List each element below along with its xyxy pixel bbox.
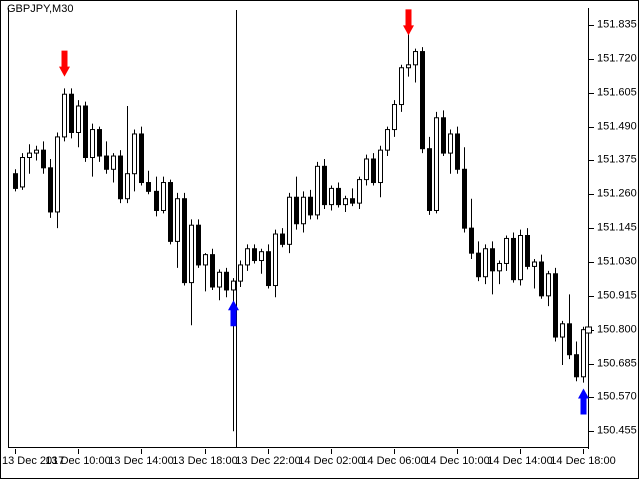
price-tick-mark	[589, 228, 594, 229]
price-tick-label: 151.030	[597, 255, 637, 268]
price-tick-label: 150.800	[597, 323, 637, 336]
time-tick-label: 14 Dec 14:00	[487, 455, 553, 467]
price-tick-mark	[589, 93, 594, 94]
time-tick-mark	[15, 449, 16, 454]
current-price-marker[interactable]	[585, 326, 592, 334]
price-tick-label: 150.685	[597, 357, 637, 370]
time-tick-label: 13 Dec 18:00	[172, 455, 238, 467]
time-tick-label: 13 Dec 10:00	[45, 455, 111, 467]
plot-frame	[8, 8, 588, 448]
time-tick-mark	[583, 449, 584, 454]
price-tick-mark	[589, 127, 594, 128]
price-tick-mark	[589, 25, 594, 26]
time-tick-mark	[394, 449, 395, 454]
time-tick-mark	[141, 449, 142, 454]
time-tick-label: 14 Dec 18:00	[550, 455, 616, 467]
price-tick-mark	[589, 59, 594, 60]
price-tick-label: 151.720	[597, 52, 637, 65]
symbol-timeframe-label: GBPJPY,M30	[7, 3, 74, 15]
price-tick-mark	[589, 397, 594, 398]
price-axis-line	[588, 8, 589, 449]
time-tick-mark	[457, 449, 458, 454]
price-tick-mark	[589, 431, 594, 432]
price-tick-label: 151.145	[597, 221, 637, 234]
price-tick-mark	[589, 364, 594, 365]
time-tick-label: 13 Dec 22:00	[235, 455, 301, 467]
price-tick-label: 151.375	[597, 153, 637, 166]
time-tick-label: 14 Dec 02:00	[298, 455, 364, 467]
price-tick-label: 150.455	[597, 424, 637, 437]
price-tick-mark	[589, 296, 594, 297]
price-tick-mark	[589, 194, 594, 195]
price-tick-label: 151.490	[597, 120, 637, 133]
price-tick-mark	[589, 160, 594, 161]
price-tick-label: 151.605	[597, 86, 637, 99]
time-tick-label: 14 Dec 10:00	[424, 455, 490, 467]
time-tick-mark	[78, 449, 79, 454]
time-tick-label: 14 Dec 06:00	[361, 455, 427, 467]
time-tick-label: 13 Dec 14:00	[108, 455, 174, 467]
time-tick-mark	[331, 449, 332, 454]
time-tick-mark	[268, 449, 269, 454]
price-tick-mark	[589, 262, 594, 263]
time-tick-label: 13 Dec 2017	[2, 455, 65, 467]
time-tick-mark	[520, 449, 521, 454]
price-tick-label: 151.260	[597, 187, 637, 200]
price-tick-label: 151.835	[597, 18, 637, 31]
time-tick-mark	[205, 449, 206, 454]
price-tick-label: 150.915	[597, 289, 637, 302]
price-tick-label: 150.570	[597, 390, 637, 403]
